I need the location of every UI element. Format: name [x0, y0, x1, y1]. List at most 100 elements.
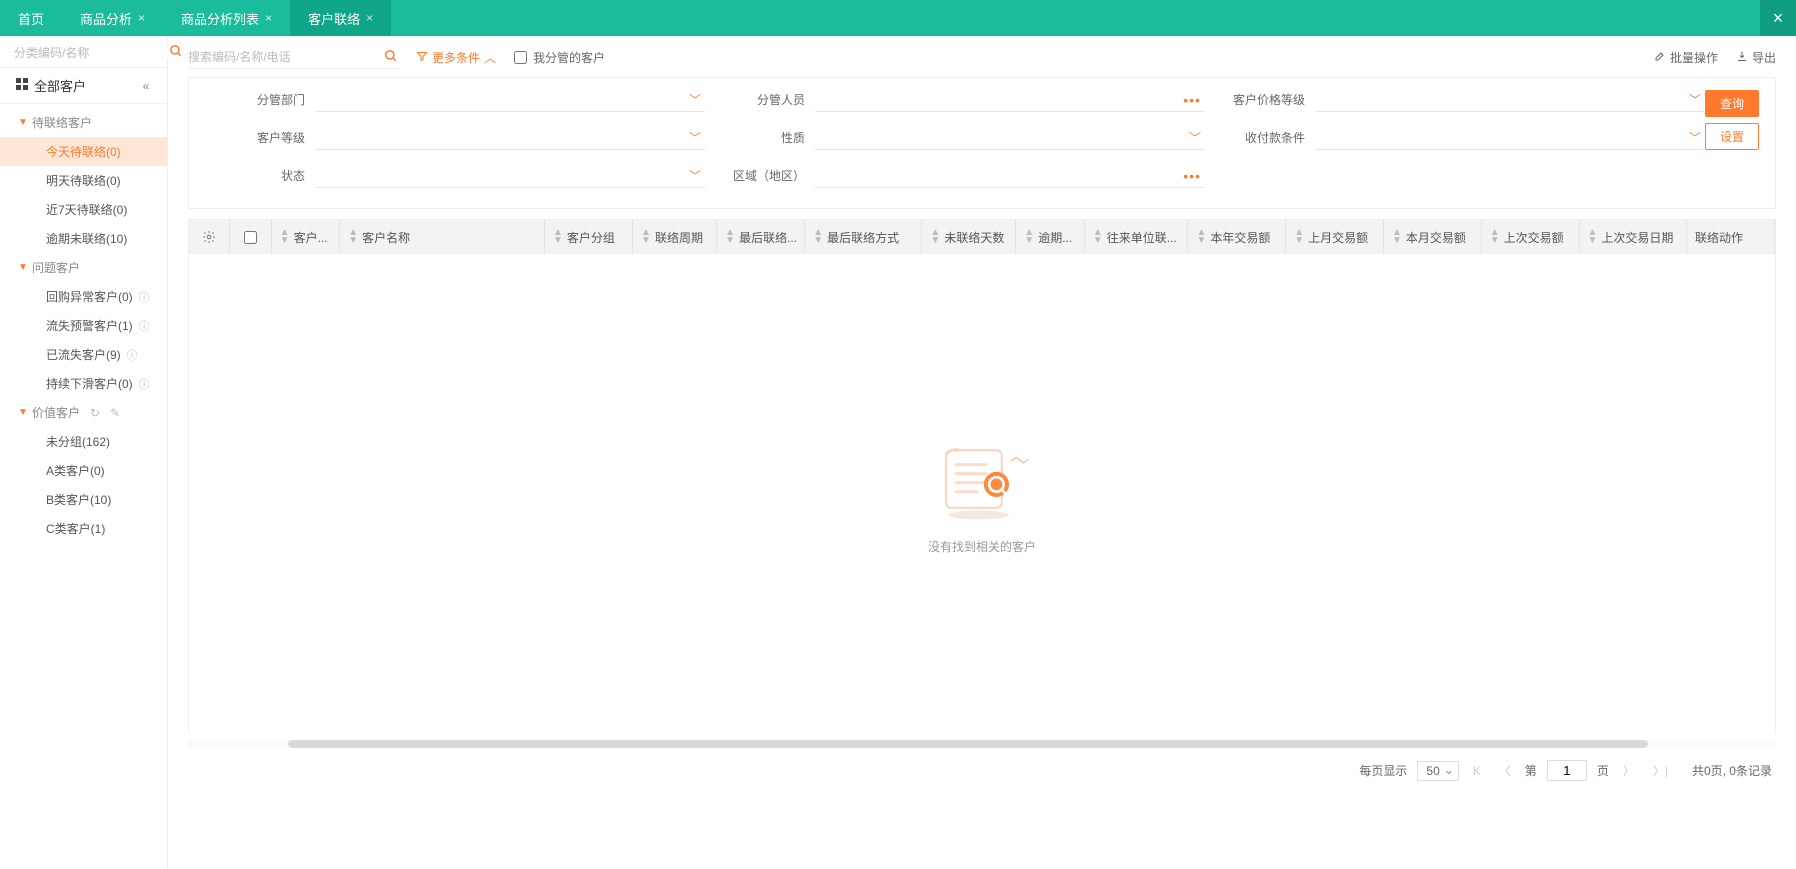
filter-label-区域（地区）: 区域（地区）	[705, 167, 815, 188]
close-icon[interactable]: ×	[138, 11, 145, 25]
edit-icon[interactable]: ✎	[110, 406, 120, 420]
filter-input-分管人员[interactable]: •••	[815, 88, 1205, 112]
empty-text: 没有找到相关的客户	[928, 538, 1036, 555]
pager-last-button[interactable]: 〉|	[1649, 762, 1672, 779]
column-header-客户分组[interactable]: ▲▼客户分组	[545, 220, 633, 254]
tab-客户联络[interactable]: 客户联络×	[290, 0, 391, 36]
help-icon[interactable]: ⓘ	[127, 347, 138, 363]
sidebar-item-未分组(162)[interactable]: 未分组(162)	[0, 427, 167, 456]
column-header-上次交易日期[interactable]: ▲▼上次交易日期	[1580, 220, 1687, 254]
sidebar-item-明天待联络(0)[interactable]: 明天待联络(0)	[0, 166, 167, 195]
column-label: 联络动作	[1695, 229, 1743, 246]
column-header-客户...[interactable]: ▲▼客户...	[272, 220, 341, 254]
sidebar-item-逾期未联络(10)[interactable]: 逾期未联络(10)	[0, 224, 167, 253]
sidebar-search	[0, 36, 167, 67]
help-icon[interactable]: ⓘ	[139, 289, 150, 305]
filter-label-分管部门: 分管部门	[205, 91, 315, 112]
sidebar-item-持续下滑客户(0)[interactable]: 持续下滑客户(0)ⓘ	[0, 369, 167, 398]
more-filters-toggle[interactable]: 更多条件 ︿	[416, 49, 496, 66]
column-header-本月交易额[interactable]: ▲▼本月交易额	[1384, 220, 1482, 254]
sidebar-group-问题客户[interactable]: ▼问题客户	[0, 253, 167, 282]
sidebar-item-label: 今天待联络(0)	[46, 143, 121, 160]
sidebar-item-A类客户(0)[interactable]: A类客户(0)	[0, 456, 167, 485]
sidebar-item-label: B类客户(10)	[46, 491, 111, 508]
sort-icon: ▲▼	[930, 229, 940, 245]
refresh-icon[interactable]: ↻	[90, 406, 100, 420]
tab-商品分析[interactable]: 商品分析×	[62, 0, 163, 36]
main-search-input[interactable]	[188, 46, 384, 68]
table-horizontal-scrollbar[interactable]	[188, 740, 1776, 748]
export-icon	[1736, 50, 1748, 65]
main-topbar: 更多条件 ︿ 我分管的客户 批量操作 导出	[168, 36, 1796, 77]
sidebar-item-回购异常客户(0)[interactable]: 回购异常客户(0)ⓘ	[0, 282, 167, 311]
column-header-最后联络...[interactable]: ▲▼最后联络...	[717, 220, 805, 254]
sidebar-group-待联络客户[interactable]: ▼待联络客户	[0, 108, 167, 137]
filter-label-客户价格等级: 客户价格等级	[1205, 91, 1315, 112]
export-label: 导出	[1752, 49, 1776, 66]
column-label: 上次交易日期	[1601, 229, 1673, 246]
column-header-联络动作[interactable]: 联络动作	[1687, 220, 1775, 254]
pager-summary: 共0页, 0条记录	[1692, 762, 1772, 779]
export-button[interactable]: 导出	[1736, 49, 1776, 66]
column-label: 本月交易额	[1406, 229, 1466, 246]
filter-input-收付款条件[interactable]: ﹀	[1315, 126, 1705, 150]
sort-icon: ▲▼	[725, 229, 735, 245]
column-header-联络周期[interactable]: ▲▼联络周期	[633, 220, 717, 254]
setting-button[interactable]: 设置	[1705, 123, 1759, 150]
close-icon[interactable]: ×	[265, 11, 272, 25]
my-customers-checkbox[interactable]	[514, 51, 527, 64]
filter-input-状态[interactable]: ﹀	[315, 164, 705, 188]
tab-商品分析列表[interactable]: 商品分析列表×	[163, 0, 290, 36]
sidebar-item-label: 流失预警客户(1)	[46, 317, 133, 334]
sidebar-item-今天待联络(0)[interactable]: 今天待联络(0)	[0, 137, 167, 166]
column-header-往来单位联...[interactable]: ▲▼往来单位联...	[1085, 220, 1189, 254]
filter-input-客户等级[interactable]: ﹀	[315, 126, 705, 150]
sidebar-item-C类客户(1)[interactable]: C类客户(1)	[0, 514, 167, 543]
sidebar-item-已流失客户(9)[interactable]: 已流失客户(9)ⓘ	[0, 340, 167, 369]
sidebar-collapse-button[interactable]: «	[137, 77, 155, 95]
tab-首页[interactable]: 首页	[0, 0, 62, 36]
query-button[interactable]: 查询	[1705, 90, 1759, 117]
pager-first-button[interactable]: K	[1469, 764, 1485, 778]
filter-input-区域（地区）[interactable]: •••	[815, 164, 1205, 188]
sidebar-item-label: 近7天待联络(0)	[46, 201, 127, 218]
grid-icon	[16, 78, 28, 93]
column-header-未联络天数[interactable]: ▲▼未联络天数	[922, 220, 1016, 254]
sidebar-item-流失预警客户(1)[interactable]: 流失预警客户(1) ⓘ	[0, 311, 167, 340]
sidebar-item-label: 明天待联络(0)	[46, 172, 121, 189]
more-icon: •••	[1183, 92, 1201, 108]
filter-input-性质[interactable]: ﹀	[815, 126, 1205, 150]
help-icon[interactable]: ⓘ	[139, 376, 150, 392]
column-header-上月交易额[interactable]: ▲▼上月交易额	[1286, 220, 1384, 254]
column-header-逾期...[interactable]: ▲▼逾期...	[1016, 220, 1085, 254]
sort-icon: ▲▼	[1490, 229, 1500, 245]
sidebar-root-all-customers[interactable]: 全部客户 «	[0, 67, 167, 104]
my-customers-checkbox-wrap[interactable]: 我分管的客户	[514, 49, 605, 66]
close-icon[interactable]: ×	[366, 11, 373, 25]
batch-action-button[interactable]: 批量操作	[1654, 49, 1718, 66]
empty-illustration	[927, 434, 1037, 524]
help-icon[interactable]: ⓘ	[139, 318, 150, 334]
pager-next-button[interactable]: 〉	[1619, 762, 1639, 779]
column-header-本年交易额[interactable]: ▲▼本年交易额	[1188, 220, 1286, 254]
sidebar-group-价值客户[interactable]: ▼价值客户↻✎	[0, 398, 167, 427]
pager-page-input[interactable]	[1547, 760, 1587, 781]
table-settings-button[interactable]	[189, 220, 230, 254]
column-header-最后联络方式[interactable]: ▲▼最后联络方式	[805, 220, 922, 254]
search-icon[interactable]	[384, 49, 398, 66]
select-all-checkbox[interactable]	[244, 231, 257, 244]
sidebar-item-B类客户(10)[interactable]: B类客户(10)	[0, 485, 167, 514]
filter-input-客户价格等级[interactable]: ﹀	[1315, 88, 1705, 112]
filter-input-分管部门[interactable]: ﹀	[315, 88, 705, 112]
pager-prev-button[interactable]: 〈	[1495, 762, 1515, 779]
scrollbar-thumb[interactable]	[288, 740, 1648, 748]
sidebar-item-近7天待联络(0)[interactable]: 近7天待联络(0)	[0, 195, 167, 224]
sidebar-search-input[interactable]	[14, 46, 169, 60]
tabbar-close-button[interactable]: ×	[1760, 0, 1796, 36]
sidebar-group-label: 待联络客户	[32, 114, 92, 131]
table-select-all[interactable]	[230, 220, 271, 254]
per-page-select[interactable]: 50	[1417, 761, 1458, 781]
column-header-上次交易额[interactable]: ▲▼上次交易额	[1482, 220, 1580, 254]
caret-down-icon: ▼	[18, 407, 28, 418]
column-header-客户名称[interactable]: ▲▼客户名称	[340, 220, 545, 254]
